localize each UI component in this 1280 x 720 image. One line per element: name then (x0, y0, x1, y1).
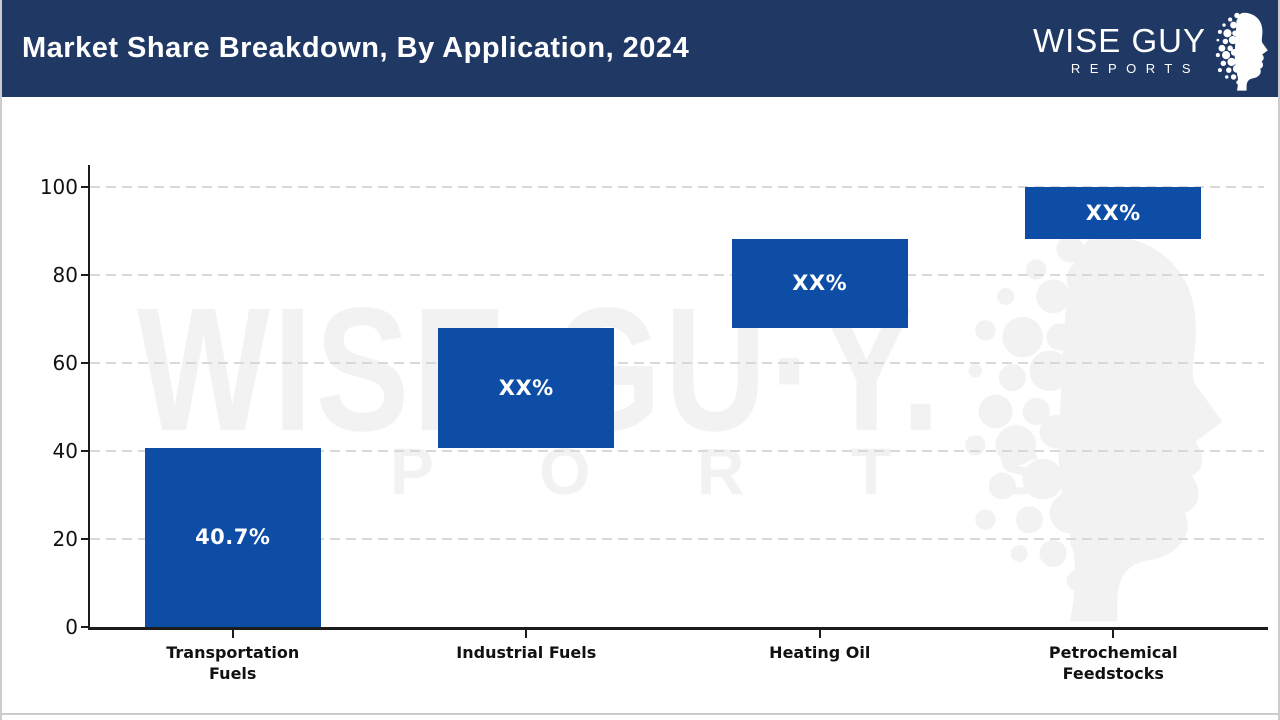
x-tick-mark-4 (1112, 630, 1115, 638)
y-tick-mark-80 (81, 274, 88, 276)
bar-value-label: 40.7% (195, 525, 271, 550)
y-tick-mark-20 (81, 538, 88, 540)
y-tick-mark-60 (81, 362, 88, 364)
brand-wordmark: WISE GUY (1032, 22, 1206, 59)
category-label: Petrochemical Feedstocks (1048, 643, 1178, 683)
brand-subtext: REPORTS (1070, 61, 1200, 76)
bar-4: XX% (1025, 187, 1202, 239)
bar-value-label: XX% (1085, 200, 1141, 225)
waterfall-chart: 0 20 40 60 80 100 40.7% Transportation Fuels XX%… (2, 97, 1278, 717)
y-tick-mark-100 (81, 186, 88, 188)
bar-value-label: XX% (792, 271, 848, 296)
gridline-60 (90, 362, 1264, 364)
x-tick-mark-1 (231, 630, 234, 638)
watermark-face-icon (965, 235, 1223, 622)
y-axis-line (88, 165, 90, 629)
gridline-40 (90, 450, 1264, 452)
gridline-80 (90, 274, 1264, 276)
y-tick-mark-40 (81, 450, 88, 452)
header-bar: Market Share Breakdown, By Application, … (2, 0, 1278, 97)
category-label: Industrial Fuels (456, 643, 597, 662)
y-tick-label: 100 (39, 175, 78, 199)
y-tick-label: 20 (52, 527, 78, 551)
x-tick-mark-3 (818, 630, 821, 638)
category-label: Heating Oil (769, 643, 871, 662)
brand-face-icon (1215, 12, 1268, 91)
y-tick-label: 0 (65, 615, 78, 639)
bar-1: 40.7% (144, 447, 321, 627)
gridline-20 (90, 538, 1264, 540)
y-tick-mark-0 (81, 626, 88, 628)
gridline-100 (90, 186, 1264, 188)
y-tick-label: 60 (52, 351, 78, 375)
brand-logo: WISE GUY REPORTS (1004, 6, 1274, 92)
bar-2: XX% (438, 327, 615, 448)
x-axis-line (88, 627, 1268, 630)
bar-3: XX% (731, 238, 908, 328)
y-tick-label: 80 (52, 263, 78, 287)
page-title: Market Share Breakdown, By Application, … (22, 32, 690, 64)
x-tick-mark-2 (525, 630, 528, 638)
bottom-border (2, 713, 1278, 715)
y-tick-label: 40 (52, 439, 78, 463)
category-label: Transportation Fuels (166, 643, 300, 683)
watermark-subtext: P O R T S (390, 434, 1086, 508)
bar-value-label: XX% (498, 375, 554, 400)
